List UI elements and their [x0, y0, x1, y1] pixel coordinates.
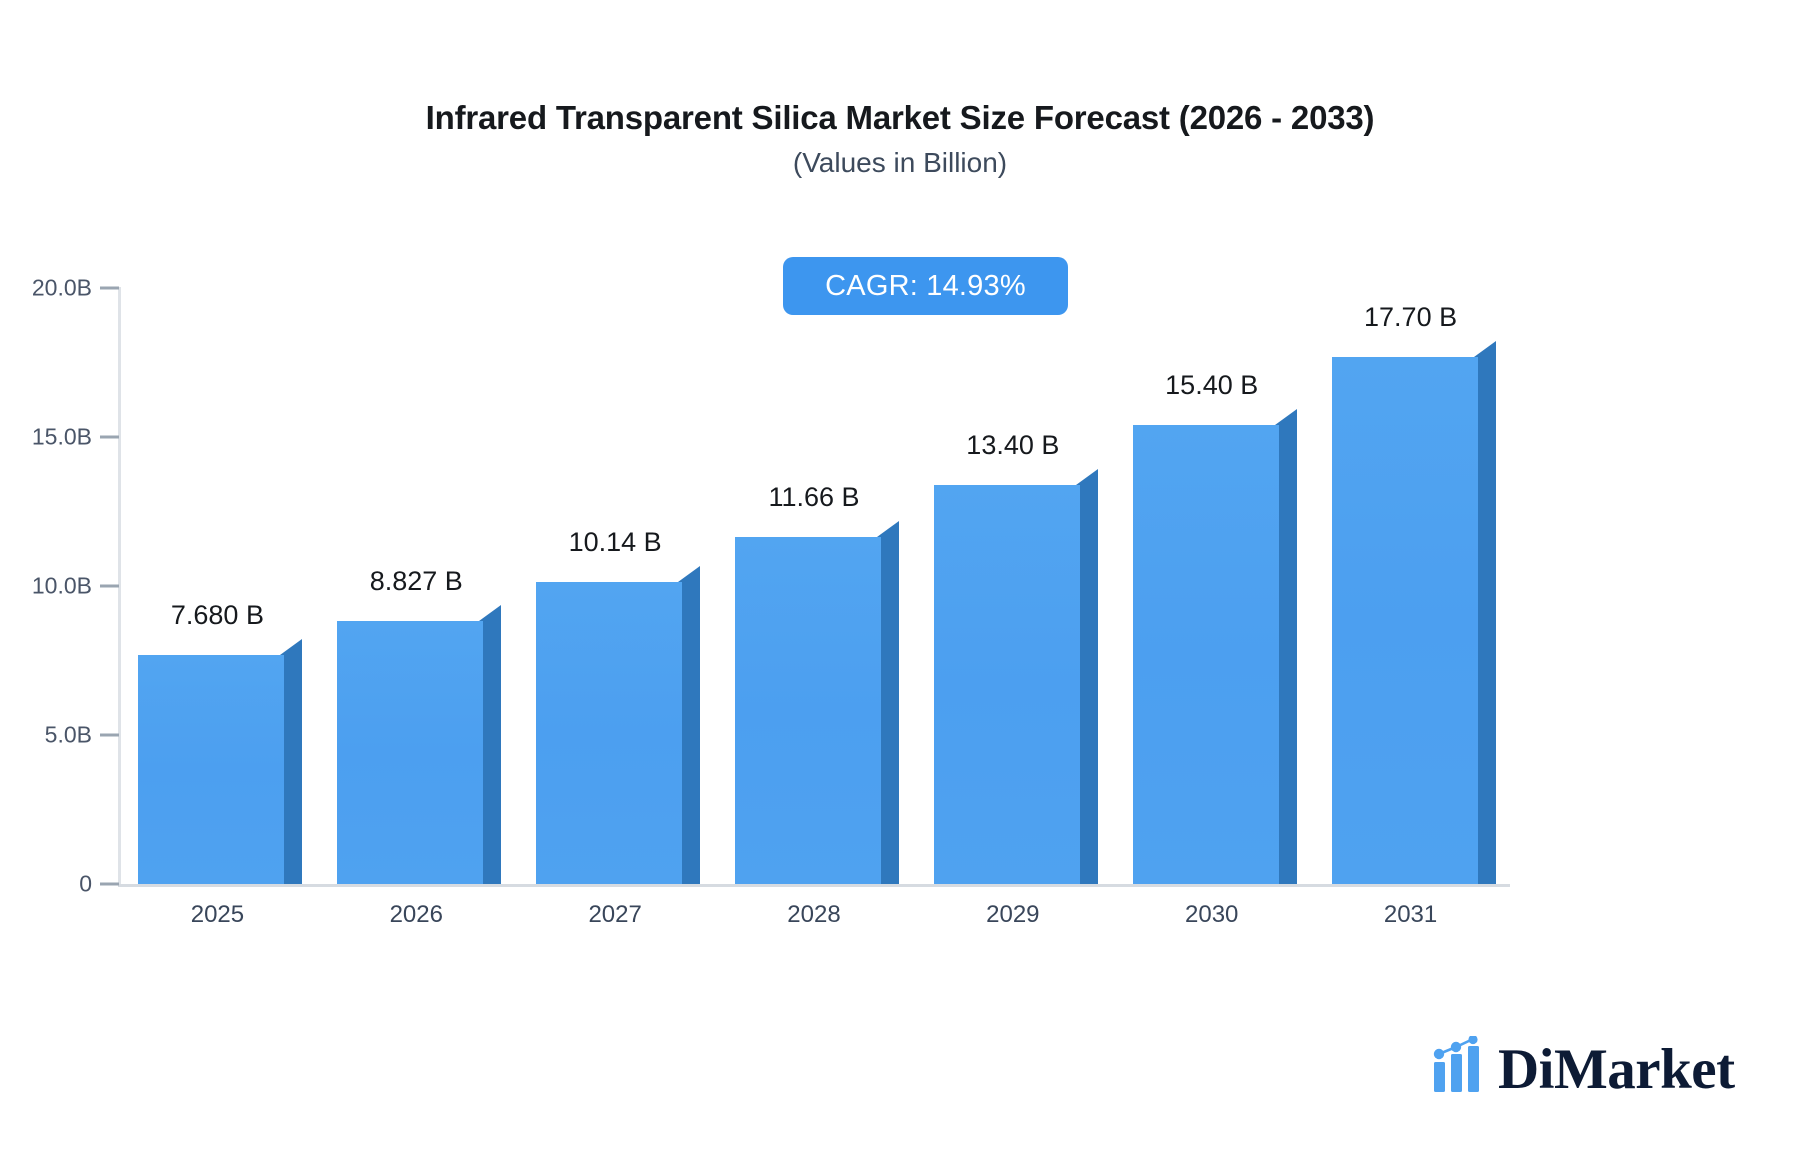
y-tick-label: 5.0B [44, 721, 92, 748]
x-axis-line [118, 884, 1510, 887]
bar-front-face [1332, 357, 1478, 884]
cagr-badge-label: CAGR: 14.93% [825, 269, 1026, 302]
x-tick-label-2025: 2025 [190, 901, 245, 928]
logo-wordmark: DiMarket [1498, 1038, 1735, 1102]
y-axis-line [118, 287, 121, 885]
chart-subtitle: (Values in Billion) [792, 147, 1008, 178]
x-tick-label-2028: 2028 [787, 901, 841, 928]
bar-value-label-2029: 13.40 B [966, 430, 1060, 460]
bar-side-face [1076, 469, 1098, 884]
bar-front-face [337, 621, 483, 884]
y-tick-mark [100, 882, 119, 886]
bar-value-label-2026: 8.827 B [369, 566, 463, 596]
bar-front-face [536, 582, 682, 884]
bar-front-face [1133, 425, 1279, 884]
chart-title: Infrared Transparent Silica Market Size … [425, 99, 1375, 136]
y-tick-mark [100, 584, 119, 588]
bar-side-face [280, 639, 302, 884]
cagr-badge: CAGR: 14.93% [783, 257, 1068, 315]
bar-front-face [735, 537, 881, 884]
bar-value-label-2027: 10.14 B [568, 527, 662, 557]
bar-side-face [877, 521, 899, 884]
x-tick-label-2030: 2030 [1185, 901, 1239, 928]
bar-side-face [1275, 409, 1297, 884]
y-tick-label: 10.0B [31, 572, 92, 599]
bar-front-face [138, 655, 284, 884]
bar-value-label-2030: 15.40 B [1165, 370, 1259, 400]
x-tick-label-2026: 2026 [389, 901, 443, 928]
bar-value-label-2025: 7.680 B [170, 600, 264, 630]
bar-value-label-2028: 11.66 B [768, 482, 860, 512]
y-tick-label: 20.0B [31, 274, 92, 301]
y-tick-label: 15.0B [31, 423, 92, 450]
x-tick-label-2029: 2029 [986, 901, 1040, 928]
bar-side-face [1474, 341, 1496, 884]
bar-chart-icon [1432, 1034, 1484, 1094]
y-tick-mark [100, 733, 119, 737]
y-tick-label: 0 [79, 870, 92, 897]
x-tick-label-2027: 2027 [588, 901, 642, 928]
x-tick-label-2031: 2031 [1383, 901, 1438, 928]
bar-front-face [934, 485, 1080, 884]
y-tick-mark [100, 435, 119, 439]
bar-side-face [678, 566, 700, 884]
dimarket-logo: DiMarket [1432, 1034, 1735, 1102]
y-tick-mark [100, 286, 119, 290]
bar-side-face [479, 605, 501, 884]
bar-value-label-2031: 17.70 B [1364, 302, 1458, 332]
